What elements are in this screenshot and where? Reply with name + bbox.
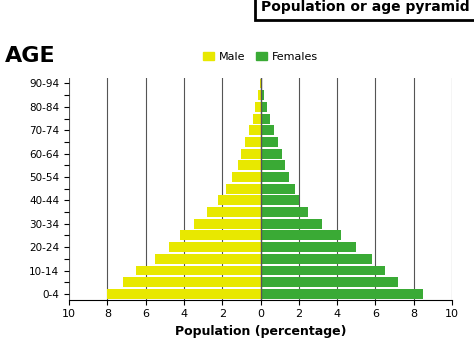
Bar xyxy=(261,219,322,229)
Bar xyxy=(261,160,285,170)
Bar xyxy=(193,219,261,229)
Bar xyxy=(261,196,299,205)
Bar xyxy=(261,207,309,217)
Bar xyxy=(260,78,261,89)
X-axis label: Population (percentage): Population (percentage) xyxy=(175,325,346,338)
Bar xyxy=(261,78,262,89)
Bar xyxy=(261,90,264,100)
Bar xyxy=(180,231,261,240)
Bar xyxy=(107,289,261,299)
Text: Population or age pyramid: Population or age pyramid xyxy=(261,0,469,14)
Bar xyxy=(261,289,423,299)
Bar xyxy=(261,277,398,287)
Bar xyxy=(169,242,261,252)
Bar xyxy=(261,125,274,135)
Bar xyxy=(136,265,261,275)
Bar xyxy=(261,265,385,275)
Bar xyxy=(207,207,261,217)
Legend: Male, Females: Male, Females xyxy=(199,48,322,67)
Bar xyxy=(261,114,270,124)
Bar xyxy=(261,184,295,194)
Bar xyxy=(255,102,261,112)
Bar xyxy=(261,102,267,112)
Bar xyxy=(155,254,261,264)
Bar xyxy=(237,160,261,170)
Bar xyxy=(261,254,372,264)
Bar xyxy=(245,137,261,147)
Bar xyxy=(261,149,282,158)
Bar xyxy=(123,277,261,287)
Bar xyxy=(253,114,261,124)
Bar xyxy=(232,172,261,182)
Text: AGE: AGE xyxy=(5,46,55,66)
Bar xyxy=(261,137,278,147)
Bar xyxy=(258,90,261,100)
Bar xyxy=(261,172,289,182)
Bar xyxy=(249,125,261,135)
Bar xyxy=(219,196,261,205)
Bar xyxy=(261,231,341,240)
Bar xyxy=(261,242,356,252)
Bar xyxy=(241,149,261,158)
Bar xyxy=(226,184,261,194)
